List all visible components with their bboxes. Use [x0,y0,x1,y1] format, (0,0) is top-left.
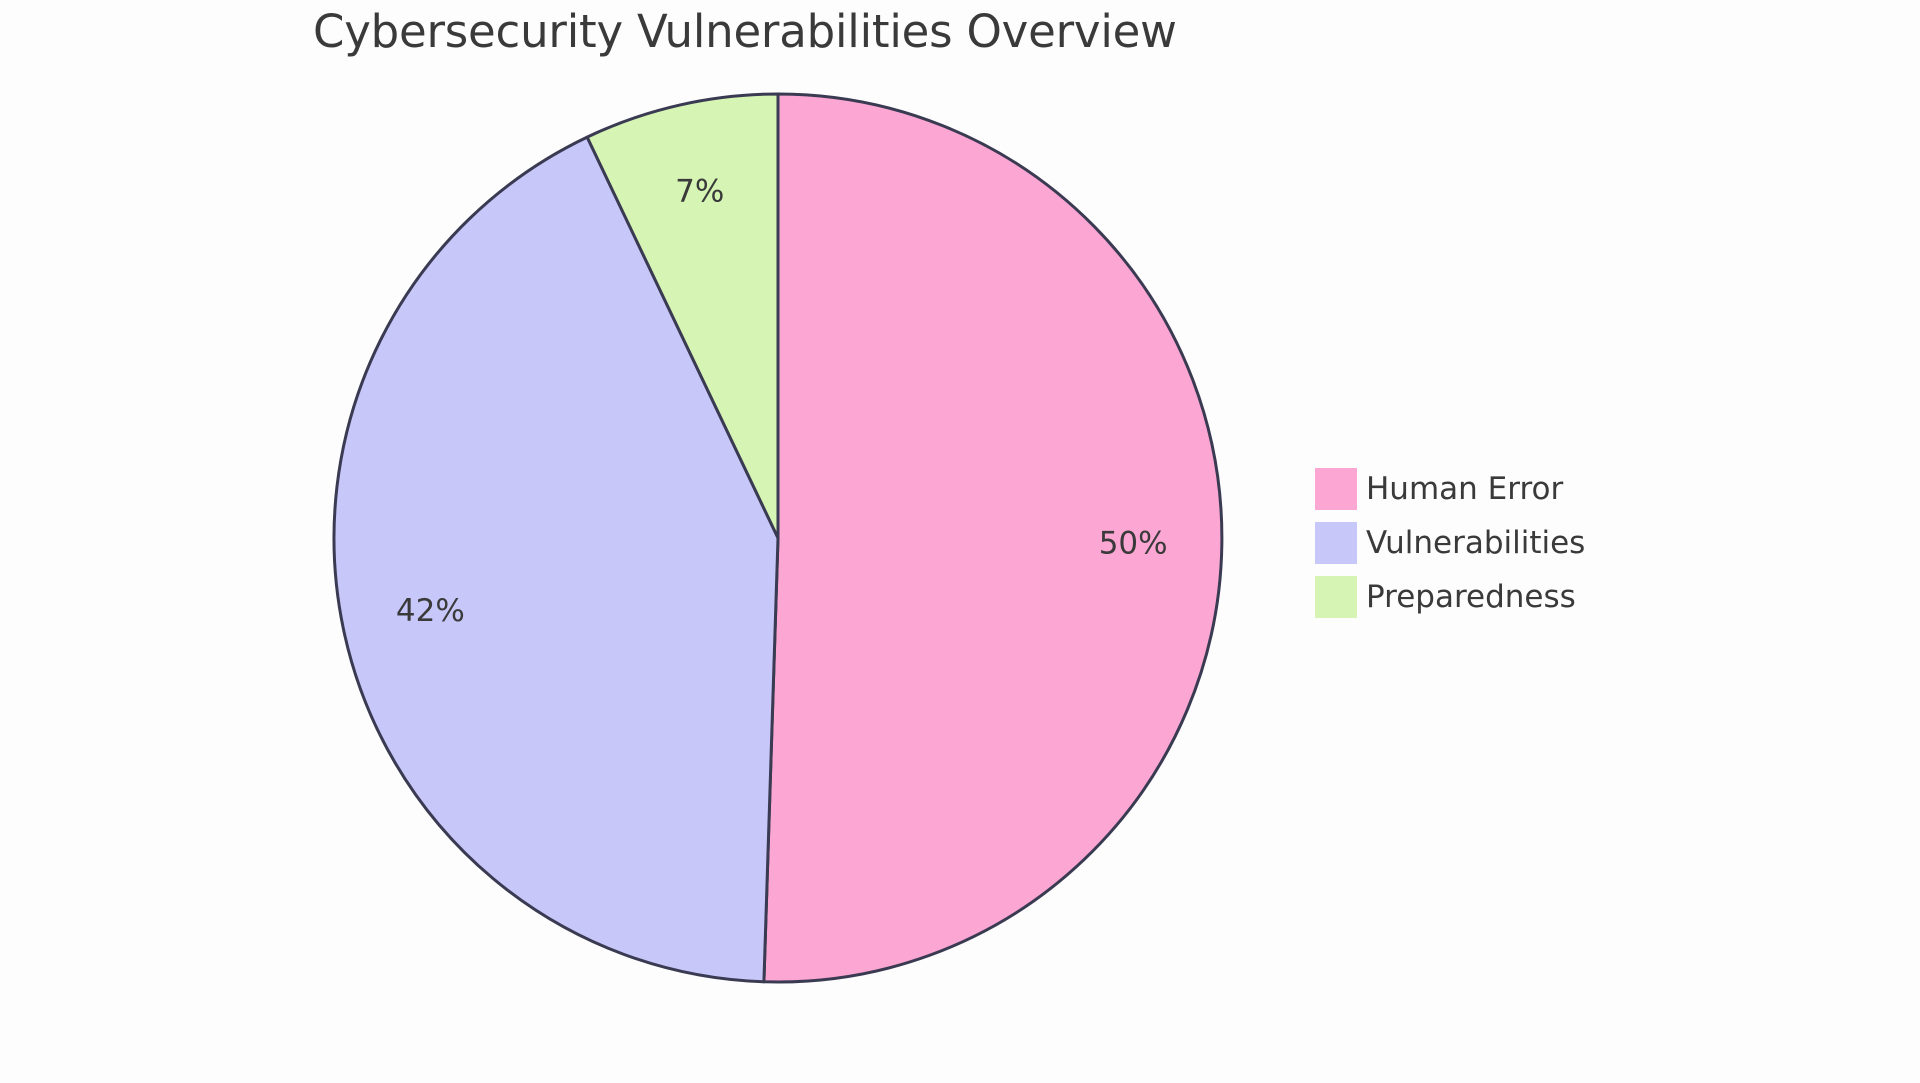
legend-color-swatch [1315,468,1357,510]
legend-item[interactable]: Human Error [1315,462,1585,516]
legend-color-swatch [1315,522,1357,564]
chart-legend: Human Error Vulnerabilities Preparedness [1315,462,1585,624]
pie-slice-value-label: 50% [1099,526,1168,562]
pie-slice[interactable] [332,135,780,984]
legend-item[interactable]: Vulnerabilities [1315,516,1585,570]
pie-slice-value-label: 42% [396,593,465,629]
pie-slice-labels-group: 50% 42% 7% [396,174,1168,629]
pie-slices-group [332,92,1224,984]
pie-slice[interactable] [585,92,780,540]
legend-color-swatch [1315,576,1357,618]
legend-item-label: Preparedness [1366,578,1576,615]
chart-title: Cybersecurity Vulnerabilities Overview [313,5,1177,58]
pie-slice-value-label: 7% [675,174,724,210]
legend-item[interactable]: Preparedness [1315,570,1585,624]
pie-slice[interactable] [762,92,1224,984]
legend-item-label: Vulnerabilities [1366,524,1586,561]
legend-item-label: Human Error [1366,470,1564,507]
